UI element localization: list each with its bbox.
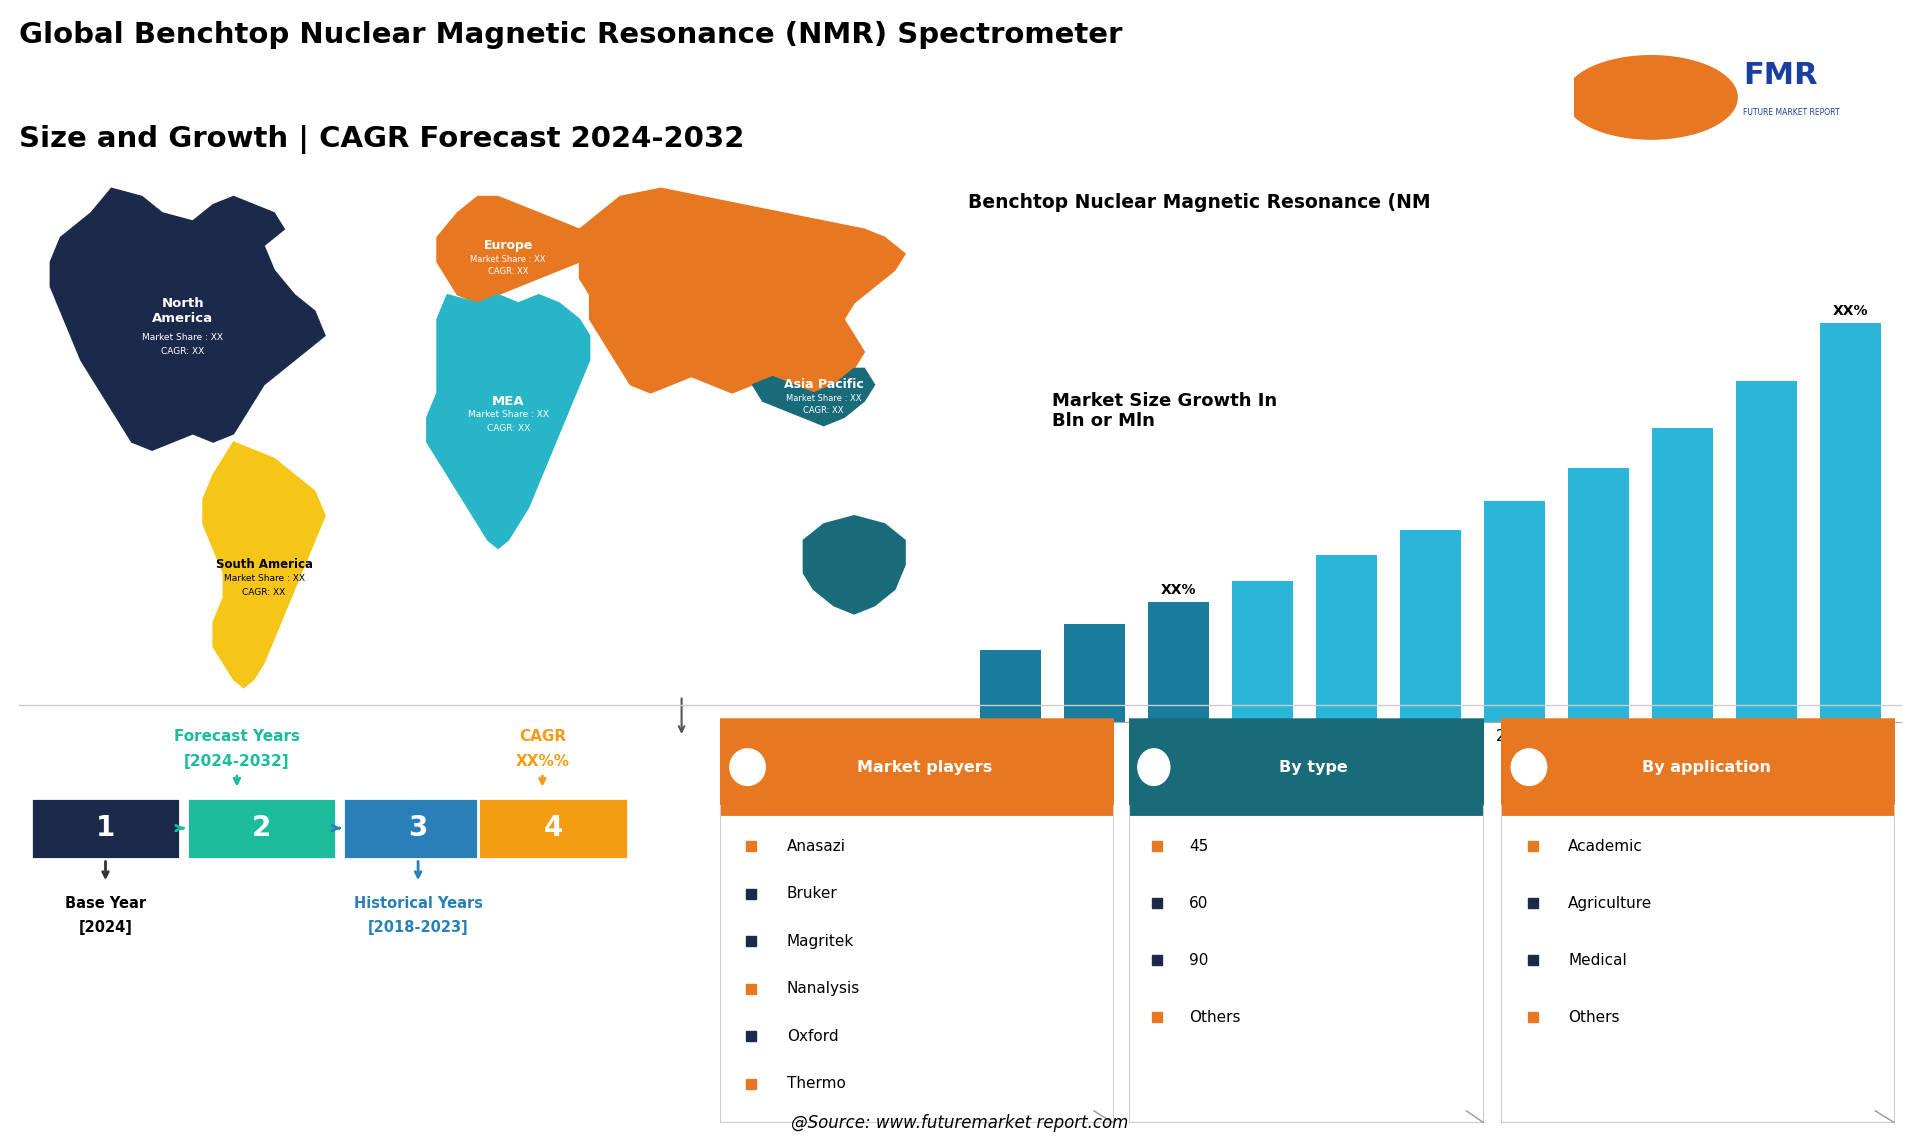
Text: FUTURE MARKET REPORT: FUTURE MARKET REPORT <box>1743 108 1839 117</box>
Text: Benchtop Nuclear Magnetic Resonance (NM: Benchtop Nuclear Magnetic Resonance (NM <box>968 193 1430 212</box>
Circle shape <box>1565 56 1738 139</box>
Text: Europe: Europe <box>484 240 534 252</box>
Text: XX%: XX% <box>1834 304 1868 317</box>
Text: Magritek: Magritek <box>787 934 854 949</box>
Text: Others: Others <box>1188 1010 1240 1025</box>
Polygon shape <box>438 196 589 303</box>
FancyBboxPatch shape <box>188 798 336 858</box>
Polygon shape <box>50 188 324 450</box>
Text: Market Share : XX: Market Share : XX <box>468 410 549 419</box>
Bar <box>1315 556 1377 722</box>
Bar <box>1820 323 1880 722</box>
Text: Nanalysis: Nanalysis <box>787 981 860 996</box>
Text: Medical: Medical <box>1569 952 1626 968</box>
Text: XX%%: XX%% <box>515 754 570 769</box>
Text: Base Year: Base Year <box>65 896 146 911</box>
FancyBboxPatch shape <box>344 798 493 858</box>
Text: By application: By application <box>1642 760 1770 775</box>
Text: Historical Years: Historical Years <box>353 896 482 911</box>
FancyBboxPatch shape <box>710 719 1123 816</box>
Text: Market Share : XX: Market Share : XX <box>470 254 545 264</box>
Text: [2018-2023]: [2018-2023] <box>369 920 468 935</box>
Text: Asia Pacific: Asia Pacific <box>783 378 864 391</box>
Text: CAGR: XX: CAGR: XX <box>803 407 845 415</box>
Text: 60: 60 <box>1188 896 1210 911</box>
Text: Global Benchtop Nuclear Magnetic Resonance (NMR) Spectrometer: Global Benchtop Nuclear Magnetic Resonan… <box>19 21 1123 48</box>
Text: Anasazi: Anasazi <box>787 839 847 854</box>
FancyBboxPatch shape <box>31 798 180 858</box>
Bar <box>1064 625 1125 722</box>
Bar <box>1569 469 1628 722</box>
Bar <box>1148 603 1210 722</box>
Text: Bruker: Bruker <box>787 886 837 902</box>
Polygon shape <box>426 295 589 549</box>
Text: CAGR: CAGR <box>518 729 566 744</box>
Text: Market Share : XX: Market Share : XX <box>223 574 305 583</box>
Text: South America: South America <box>215 558 313 572</box>
FancyBboxPatch shape <box>478 798 628 858</box>
Text: [2024-2032]: [2024-2032] <box>184 754 290 769</box>
Text: @Source: www.futuremarket report.com: @Source: www.futuremarket report.com <box>791 1114 1129 1132</box>
Text: Others: Others <box>1569 1010 1620 1025</box>
Bar <box>1484 501 1544 722</box>
Text: 1: 1 <box>96 814 115 842</box>
Polygon shape <box>204 442 324 688</box>
Text: Size and Growth | CAGR Forecast 2024-2032: Size and Growth | CAGR Forecast 2024-203… <box>19 125 745 155</box>
Text: CAGR: XX: CAGR: XX <box>161 346 204 355</box>
Text: 4: 4 <box>543 814 563 842</box>
Text: FMR: FMR <box>1743 61 1818 89</box>
Text: Market Share : XX: Market Share : XX <box>785 394 862 403</box>
Text: Forecast Years: Forecast Years <box>175 729 300 744</box>
Text: Academic: Academic <box>1569 839 1644 854</box>
Polygon shape <box>580 188 904 393</box>
Circle shape <box>1511 748 1548 785</box>
Text: CAGR: XX: CAGR: XX <box>488 267 528 276</box>
Text: Market Size Growth In
Bln or Mln: Market Size Growth In Bln or Mln <box>1052 392 1277 431</box>
Text: XX%: XX% <box>1162 582 1196 597</box>
Text: Market players: Market players <box>856 760 993 775</box>
Circle shape <box>1139 748 1169 785</box>
Polygon shape <box>753 368 876 425</box>
Text: Market Share : XX: Market Share : XX <box>142 332 223 342</box>
Text: MEA: MEA <box>492 394 524 408</box>
Text: CAGR: XX: CAGR: XX <box>242 588 286 597</box>
Text: Agriculture: Agriculture <box>1569 896 1653 911</box>
Bar <box>1400 529 1461 722</box>
Bar <box>979 650 1041 722</box>
Text: 2: 2 <box>252 814 271 842</box>
Text: [2024]: [2024] <box>79 920 132 935</box>
Text: By type: By type <box>1279 760 1348 775</box>
FancyBboxPatch shape <box>1119 719 1494 816</box>
Circle shape <box>730 748 766 785</box>
Bar <box>1736 382 1797 722</box>
Text: 90: 90 <box>1188 952 1210 968</box>
Text: Oxford: Oxford <box>787 1029 839 1044</box>
Text: 3: 3 <box>409 814 428 842</box>
Text: North
America: North America <box>152 297 213 325</box>
Polygon shape <box>803 516 904 614</box>
FancyBboxPatch shape <box>1492 719 1905 816</box>
Bar <box>1651 429 1713 722</box>
Text: 45: 45 <box>1188 839 1208 854</box>
Bar <box>1233 581 1292 722</box>
Text: Thermo: Thermo <box>787 1076 847 1091</box>
Text: CAGR: XX: CAGR: XX <box>486 424 530 433</box>
